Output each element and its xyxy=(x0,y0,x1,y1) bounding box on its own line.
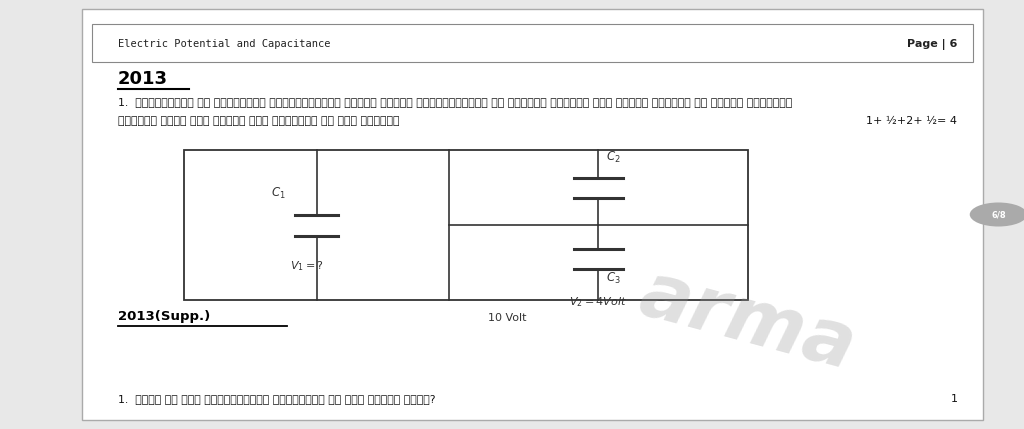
Text: 1+ ½+2+ ½= 4: 1+ ½+2+ ½= 4 xyxy=(866,116,957,126)
Text: 1.  वायु के लिए परावैद्युत सामर्थ्य का मान कितना होगा?: 1. वायु के लिए परावैद्युत सामर्थ्य का मा… xyxy=(118,394,435,404)
Text: 2013(Supp.): 2013(Supp.) xyxy=(118,310,210,323)
Text: arma: arma xyxy=(632,257,863,386)
Text: 1.  संधारित्र को परिभाषित कीजिए।परिपथ चित्र बनाकर संधारित्रों के श्रेणी संयोजन म: 1. संधारित्र को परिभाषित कीजिए।परिपथ चित… xyxy=(118,97,792,107)
Circle shape xyxy=(970,202,1024,227)
Text: $V_1 = ?$: $V_1 = ?$ xyxy=(290,259,324,273)
Text: कीजिए। दिये गये परिपथ में वोल्टता का मान लिखिए।: कीजिए। दिये गये परिपथ में वोल्टता का मान… xyxy=(118,116,399,126)
Text: $V_2 = 4Volt$: $V_2 = 4Volt$ xyxy=(569,295,627,309)
Text: Page | 6: Page | 6 xyxy=(907,39,957,50)
Text: 2013: 2013 xyxy=(118,70,168,88)
Bar xyxy=(82,9,983,420)
Text: $C_3$: $C_3$ xyxy=(606,271,622,286)
Text: 1: 1 xyxy=(950,394,957,404)
Text: $C_1$: $C_1$ xyxy=(270,185,286,201)
Text: 10 Volt: 10 Volt xyxy=(487,313,526,323)
Text: Electric Potential and Capacitance: Electric Potential and Capacitance xyxy=(118,39,331,49)
Text: 6/8: 6/8 xyxy=(991,210,1006,219)
Text: $C_2$: $C_2$ xyxy=(606,150,622,165)
Bar xyxy=(184,150,748,300)
Bar xyxy=(92,24,973,62)
